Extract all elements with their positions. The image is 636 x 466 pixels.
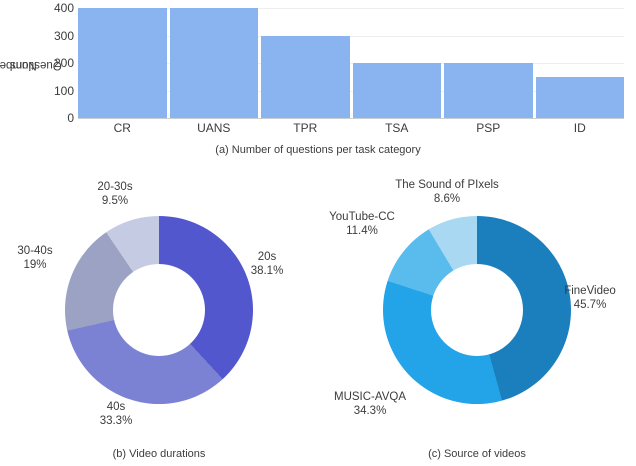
donut-b-label-30-40s-name: 30-40s [17,245,53,257]
bar-tpr[interactable] [261,35,350,118]
x-tick-tpr: TPR [293,121,318,135]
donut-c-label-sound-of-pixels: The Sound of PIxels 8.6% [362,178,532,206]
x-tick-uans: UANS [197,121,231,135]
donut-c-chart[interactable] [383,216,571,404]
donut-c-label-music-avqa: MUSIC-AVQA 34.3% [314,390,426,418]
donut-c-label-youtube-cc-pct: 11.4% [346,225,378,237]
y-tick-300: 300 [53,28,74,43]
bar-tsa[interactable] [352,63,441,118]
panel-a-bar-chart: Number of Questions 400 300 200 100 0 [0,0,636,165]
donut-c-label-finevideo: FineVideo 45.7% [548,284,632,312]
y-tick-100: 100 [53,83,74,98]
donut-c-wrap [383,216,571,404]
donut-c-label-youtube-cc: YouTube-CC 11.4% [310,210,414,238]
y-tick-400: 400 [53,1,74,15]
donut-c-label-music-avqa-pct: 34.3% [353,405,387,417]
gridline-400 [78,8,624,9]
gridline-100 [78,90,624,92]
bar-column-tpr[interactable] [261,8,350,118]
caption-panel-c: (c) Source of videos [428,448,526,460]
donut-b-label-20s-name: 20s [257,251,277,263]
donut-c-label-finevideo-pct: 45.7% [573,299,607,311]
panel-b-video-durations: 20-30s 9.5% 30-40s 19% 20s 38.1% 40s 33.… [0,172,318,466]
donut-b-label-20s: 20s 38.1% [232,250,302,278]
gridline-200 [78,63,624,64]
bar-chart-y-axis-title: Number of Questions [0,18,62,110]
x-tick-id: ID [573,121,586,135]
caption-panel-a: (a) Number of questions per task categor… [215,144,421,156]
bar-series [78,8,624,118]
donut-c-label-sound-of-pixels-name: The Sound of PIxels [395,179,499,191]
bar-id[interactable] [535,76,624,118]
bar-column-tsa[interactable] [352,8,441,118]
bar-chart-x-tick-labels: CR UANS TPR TSA PSP ID [78,121,624,135]
caption-panel-b: (b) Video durations [112,448,206,460]
donut-c-label-sound-of-pixels-pct: 8.6% [433,193,461,205]
gridline-300 [78,35,624,37]
donut-c-label-youtube-cc-name: YouTube-CC [329,211,395,223]
bar-psp[interactable] [444,63,533,118]
panel-c-source-of-videos: The Sound of PIxels 8.6% YouTube-CC 11.4… [318,172,636,466]
bar-chart-plot-area [78,8,624,119]
x-tick-cr: CR [113,121,131,135]
x-tick-tsa: TSA [385,121,409,135]
bar-cr[interactable] [78,8,167,118]
bar-column-uans[interactable] [169,8,258,118]
donut-b-label-40s-pct: 33.3% [99,415,133,427]
donut-b-wrap [65,216,253,404]
bar-column-cr[interactable] [78,8,167,118]
donut-c-label-finevideo-name: FineVideo [564,285,616,297]
donut-b-label-20s-pct: 38.1% [250,265,284,277]
donut-c-label-music-avqa-name: MUSIC-AVQA [334,391,406,403]
bar-column-id[interactable] [535,8,624,118]
donut-b-label-40s: 40s 33.3% [78,400,154,428]
donut-b-hole [113,264,205,356]
bar-uans[interactable] [169,8,258,118]
y-tick-0: 0 [67,111,74,125]
donut-b-label-30-40s: 30-40s 19% [2,244,68,272]
x-axis-line [78,118,624,119]
donut-b-label-20-30s: 20-30s 9.5% [60,180,170,208]
y-tick-200: 200 [53,56,74,70]
bar-chart-y-tick-labels: 400 300 200 100 0 [40,1,74,125]
bar-column-psp[interactable] [444,8,533,118]
donut-b-label-20-30s-pct: 9.5% [101,195,129,207]
donut-b-chart[interactable] [65,216,253,404]
x-tick-psp: PSP [476,121,501,135]
donut-b-label-40s-name: 40s [106,401,126,413]
donut-c-hole [431,264,523,356]
donut-b-label-20-30s-name: 20-30s [97,181,133,193]
donut-b-label-30-40s-pct: 19% [23,259,47,271]
